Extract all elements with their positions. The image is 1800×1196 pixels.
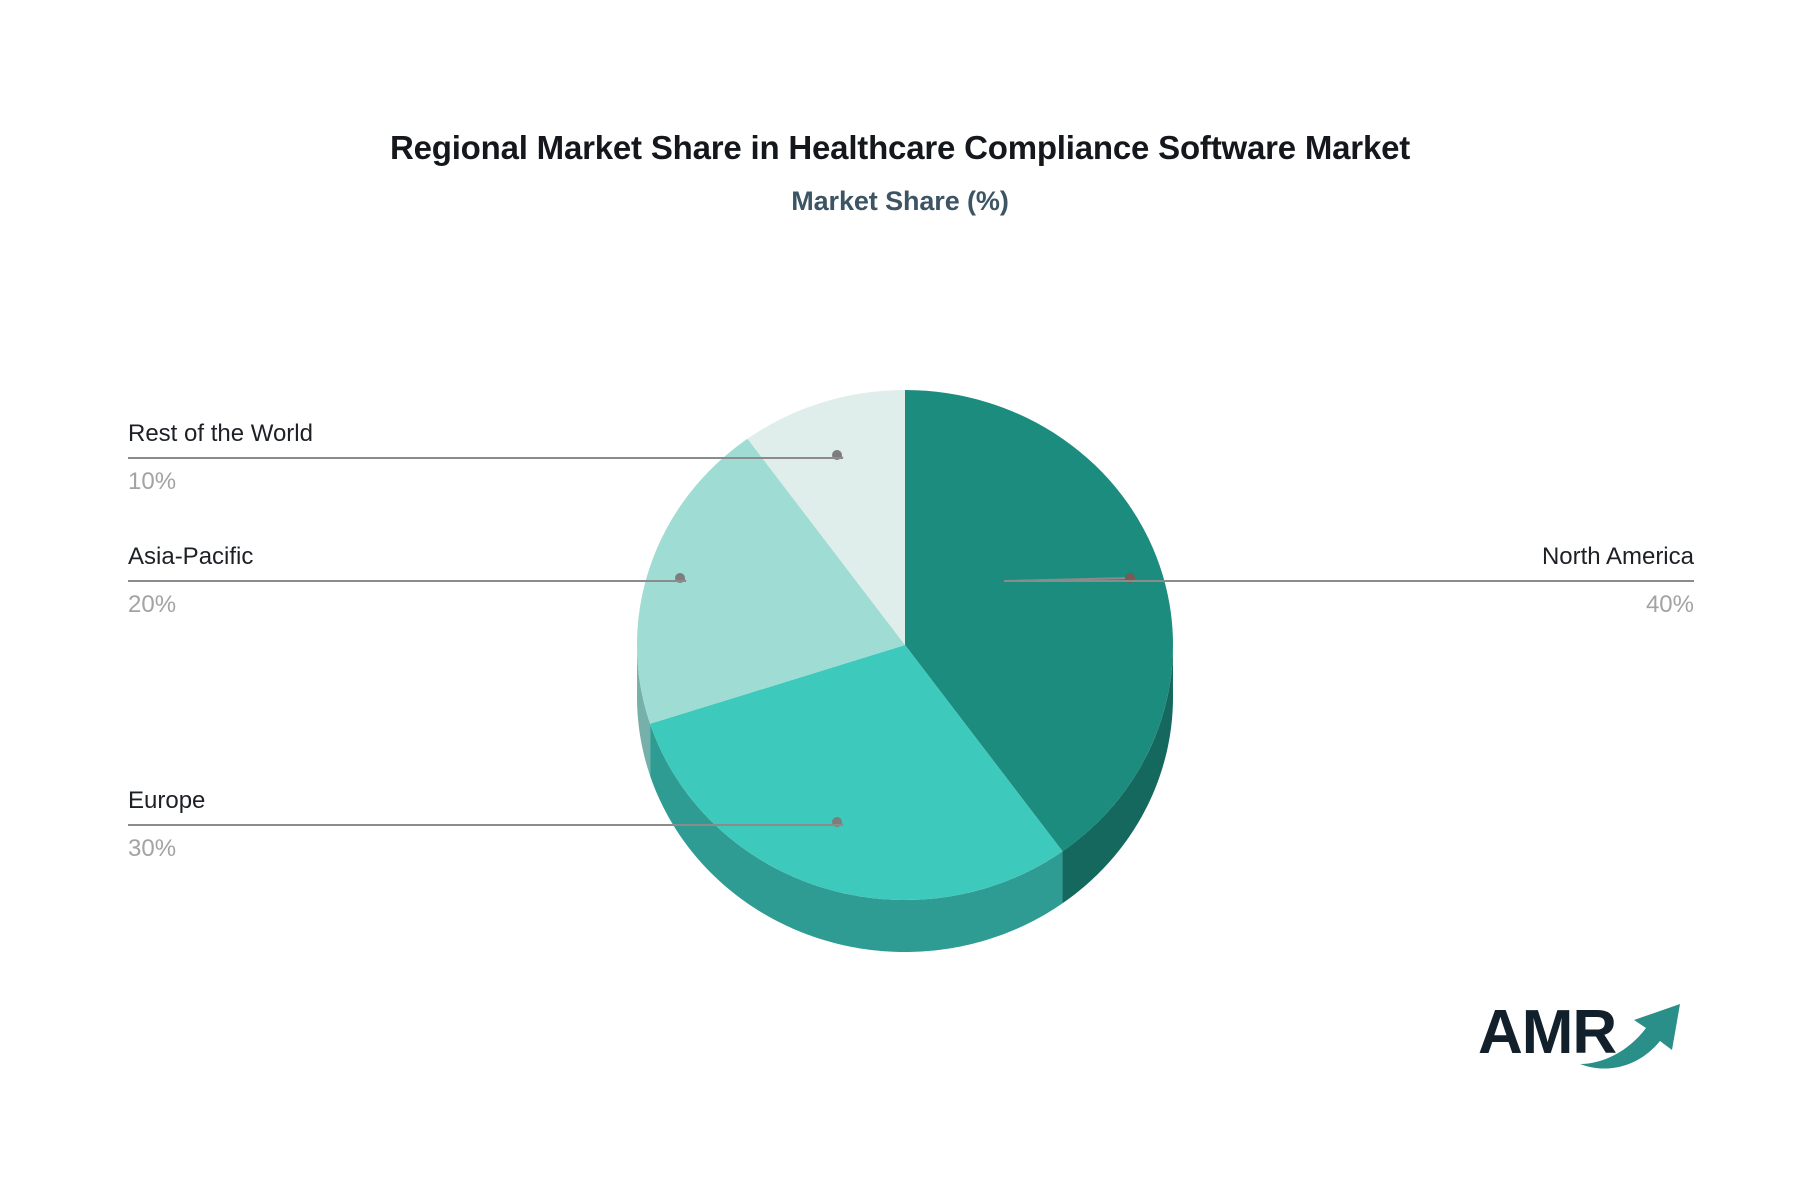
pie-slice-europe[interactable] <box>650 645 1063 901</box>
callout-rule-asia-pacific <box>128 579 686 582</box>
chart-header: Regional Market Share in Healthcare Comp… <box>0 129 1800 217</box>
callout-europe[interactable]: Europe 30% <box>128 787 843 862</box>
pie-slice-side <box>650 723 1063 952</box>
callout-value-europe: 30% <box>128 834 177 862</box>
callout-rule-rest-of-the-world <box>128 456 843 459</box>
pie-depth-layer <box>637 645 1173 952</box>
callout-label-asia-pacific: Asia-Pacific <box>128 543 254 570</box>
chart-title: Regional Market Share in Healthcare Comp… <box>389 129 1411 166</box>
pie-slice-north-america[interactable] <box>905 390 1174 852</box>
amr-logo-text: AMR <box>1478 998 1617 1067</box>
callout-value-asia-pacific: 20% <box>128 590 177 618</box>
callout-value-rest-of-the-world: 10% <box>128 467 177 495</box>
callout-rule-north-america <box>1004 579 1694 582</box>
chart-subtitle: Market Share (%) <box>791 186 1009 217</box>
callout-rest-of-the-world[interactable]: Rest of the World 10% <box>128 420 843 495</box>
callout-label-north-america: North America <box>1541 543 1694 570</box>
pie-svg <box>637 390 1174 952</box>
callout-label-rest-of-the-world: Rest of the World <box>128 420 313 447</box>
callout-value-north-america: 40% <box>1645 590 1694 618</box>
pie-graphic <box>575 355 1235 955</box>
callout-rule-europe <box>128 823 843 826</box>
pie-slice-rest-of-the-world[interactable] <box>747 390 905 645</box>
callout-label-europe: Europe <box>128 787 206 814</box>
pie-slice-asia-pacific[interactable] <box>637 438 905 724</box>
callout-asia-pacific[interactable]: Asia-Pacific 20% <box>128 543 686 618</box>
amr-logo: AMR <box>1478 988 1688 1078</box>
pie-top-layer <box>637 390 1174 901</box>
pie-slice-side <box>1062 645 1173 904</box>
callout-north-america[interactable]: North America 40% <box>1004 543 1694 618</box>
growth-arrow-icon <box>1580 1004 1680 1069</box>
pie-slice-side <box>637 645 651 776</box>
